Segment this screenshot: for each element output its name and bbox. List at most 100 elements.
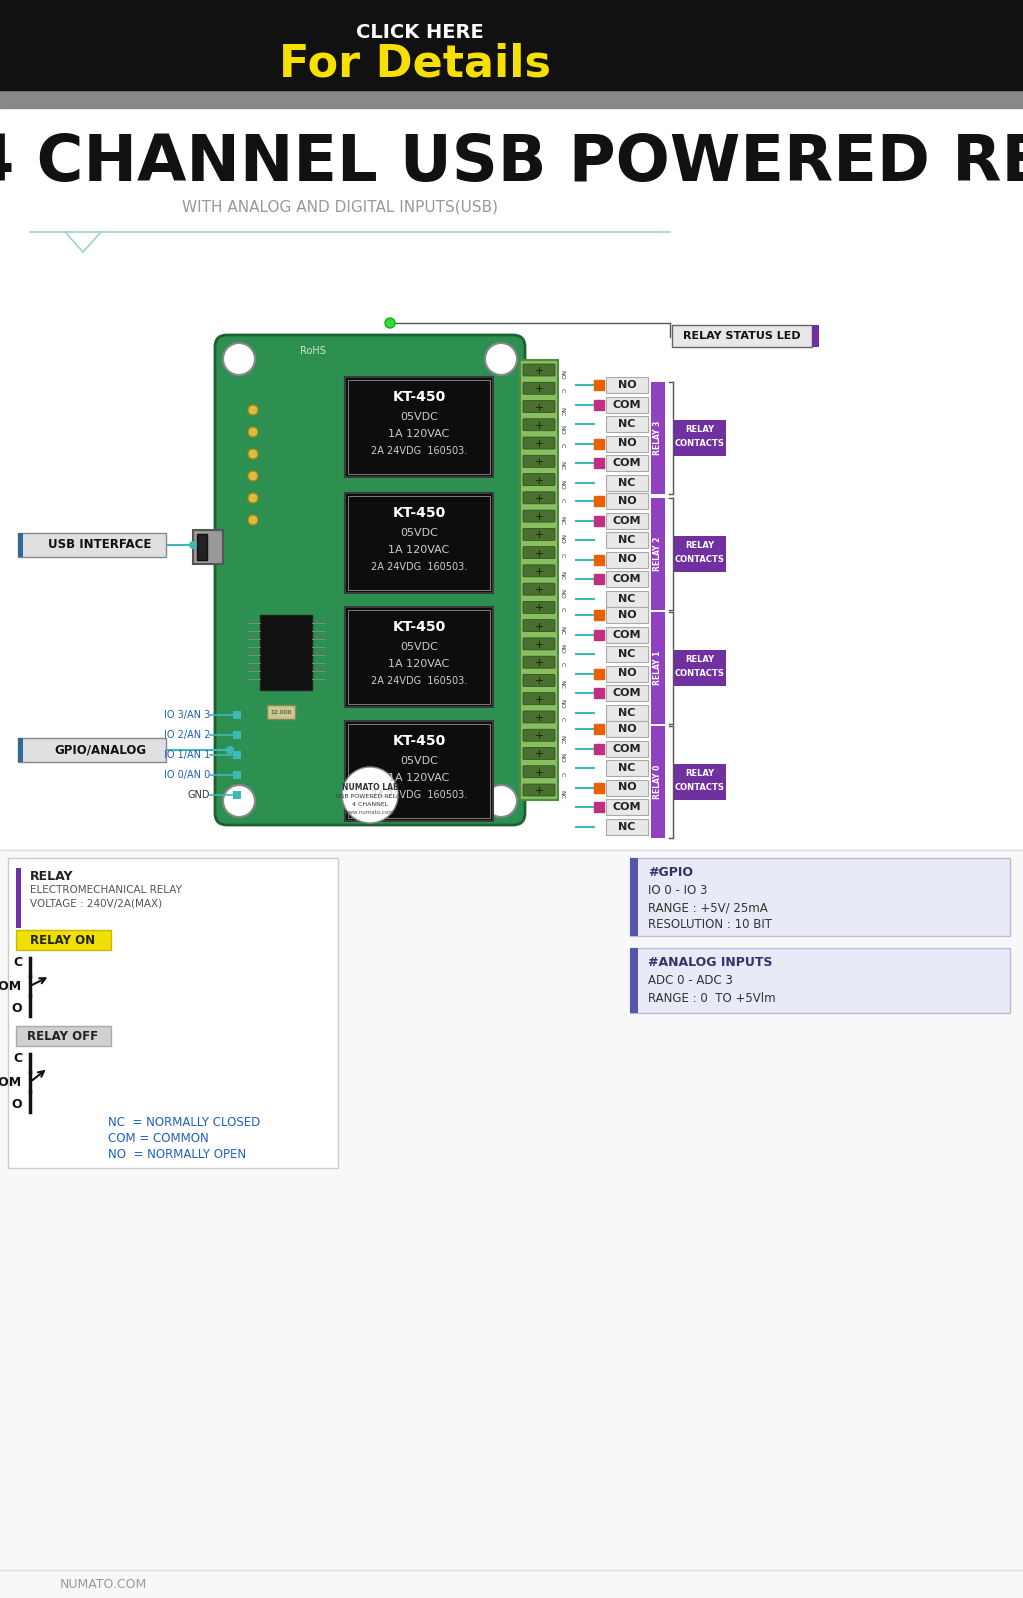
Bar xyxy=(606,607,648,623)
Bar xyxy=(233,730,241,738)
Text: RELAY STATUS LED: RELAY STATUS LED xyxy=(683,331,801,340)
Text: NC: NC xyxy=(618,593,635,604)
Bar xyxy=(606,761,648,777)
Text: CONTACTS: CONTACTS xyxy=(675,670,725,679)
Circle shape xyxy=(248,494,258,503)
Circle shape xyxy=(485,344,517,376)
Text: 1A 120VAC: 1A 120VAC xyxy=(389,773,450,783)
Text: RANGE : +5V/ 25mA: RANGE : +5V/ 25mA xyxy=(648,901,767,914)
Text: NC: NC xyxy=(560,681,565,690)
Bar xyxy=(0,850,1023,1598)
Bar xyxy=(606,455,648,471)
Bar xyxy=(233,770,241,778)
Text: NC: NC xyxy=(618,478,635,487)
FancyBboxPatch shape xyxy=(523,657,555,668)
FancyBboxPatch shape xyxy=(523,785,555,796)
Text: NO: NO xyxy=(618,668,636,679)
Text: C: C xyxy=(560,772,565,777)
Text: NC: NC xyxy=(618,708,635,718)
FancyBboxPatch shape xyxy=(523,692,555,705)
Text: NC: NC xyxy=(560,570,565,580)
Bar xyxy=(348,380,490,475)
FancyBboxPatch shape xyxy=(523,382,555,395)
Bar xyxy=(594,574,604,583)
Text: C: C xyxy=(560,553,565,558)
Bar xyxy=(594,495,604,507)
Bar xyxy=(812,324,819,347)
Bar xyxy=(594,438,604,449)
Text: RELAY: RELAY xyxy=(685,542,714,550)
FancyBboxPatch shape xyxy=(523,638,555,650)
Bar xyxy=(606,377,648,393)
Circle shape xyxy=(248,515,258,526)
Text: C: C xyxy=(560,443,565,447)
Bar xyxy=(606,646,648,662)
Text: NO: NO xyxy=(618,495,636,507)
Circle shape xyxy=(226,746,234,754)
FancyBboxPatch shape xyxy=(523,711,555,722)
Bar xyxy=(594,743,604,754)
Bar xyxy=(606,591,648,607)
Text: 05VDC: 05VDC xyxy=(400,527,438,539)
Text: C: C xyxy=(560,388,565,393)
Text: USB POWERED RELAY: USB POWERED RELAY xyxy=(337,794,404,799)
Bar xyxy=(0,89,1023,109)
Text: NO: NO xyxy=(560,425,565,435)
FancyBboxPatch shape xyxy=(523,455,555,467)
Text: NC: NC xyxy=(618,649,635,658)
Bar xyxy=(193,531,223,564)
FancyBboxPatch shape xyxy=(523,765,555,778)
Text: KT-450: KT-450 xyxy=(393,507,446,519)
Bar xyxy=(606,396,648,412)
Bar xyxy=(606,799,648,815)
Circle shape xyxy=(223,785,255,817)
Bar xyxy=(594,668,604,679)
Bar xyxy=(0,109,1023,1008)
Text: NC: NC xyxy=(618,419,635,428)
FancyBboxPatch shape xyxy=(523,529,555,540)
Text: USB INTERFACE: USB INTERFACE xyxy=(48,539,151,551)
Bar xyxy=(630,948,638,1013)
Text: NO: NO xyxy=(618,783,636,793)
Text: COM: COM xyxy=(0,1075,23,1088)
Bar xyxy=(267,705,295,719)
Text: NC: NC xyxy=(560,462,565,470)
Text: O: O xyxy=(11,1098,23,1111)
Bar xyxy=(594,555,604,564)
Text: COM: COM xyxy=(613,574,641,583)
Bar xyxy=(606,721,648,737)
Bar xyxy=(630,858,1010,936)
Text: C: C xyxy=(560,718,565,721)
Bar xyxy=(233,751,241,759)
Bar xyxy=(348,724,490,818)
Text: RELAY 3: RELAY 3 xyxy=(654,420,663,455)
Text: For Details: For Details xyxy=(279,43,551,86)
Text: CONTACTS: CONTACTS xyxy=(675,556,725,564)
Circle shape xyxy=(189,542,197,550)
Text: #GPIO: #GPIO xyxy=(648,866,693,879)
Text: 12.000: 12.000 xyxy=(270,710,292,714)
Text: 2A 24VDG  160503.: 2A 24VDG 160503. xyxy=(371,676,468,686)
Bar xyxy=(651,382,665,494)
FancyBboxPatch shape xyxy=(523,620,555,631)
Text: C: C xyxy=(560,662,565,666)
Text: NC: NC xyxy=(560,789,565,799)
Bar xyxy=(672,324,812,347)
Bar xyxy=(651,725,665,837)
Bar xyxy=(345,721,493,821)
Text: CONTACTS: CONTACTS xyxy=(675,783,725,793)
Circle shape xyxy=(342,767,398,823)
Text: NO: NO xyxy=(560,590,565,599)
Circle shape xyxy=(248,404,258,415)
Text: NO: NO xyxy=(618,555,636,564)
Text: NUMATO LAB: NUMATO LAB xyxy=(342,783,398,791)
Text: NO: NO xyxy=(618,438,636,449)
Bar xyxy=(18,534,23,558)
Text: RELAY ON: RELAY ON xyxy=(31,933,95,946)
Text: COM: COM xyxy=(613,743,641,754)
Bar xyxy=(594,630,604,639)
Bar xyxy=(606,665,648,681)
Bar xyxy=(18,738,23,762)
Text: NC: NC xyxy=(560,626,565,634)
Text: #ANALOG INPUTS: #ANALOG INPUTS xyxy=(648,956,772,968)
